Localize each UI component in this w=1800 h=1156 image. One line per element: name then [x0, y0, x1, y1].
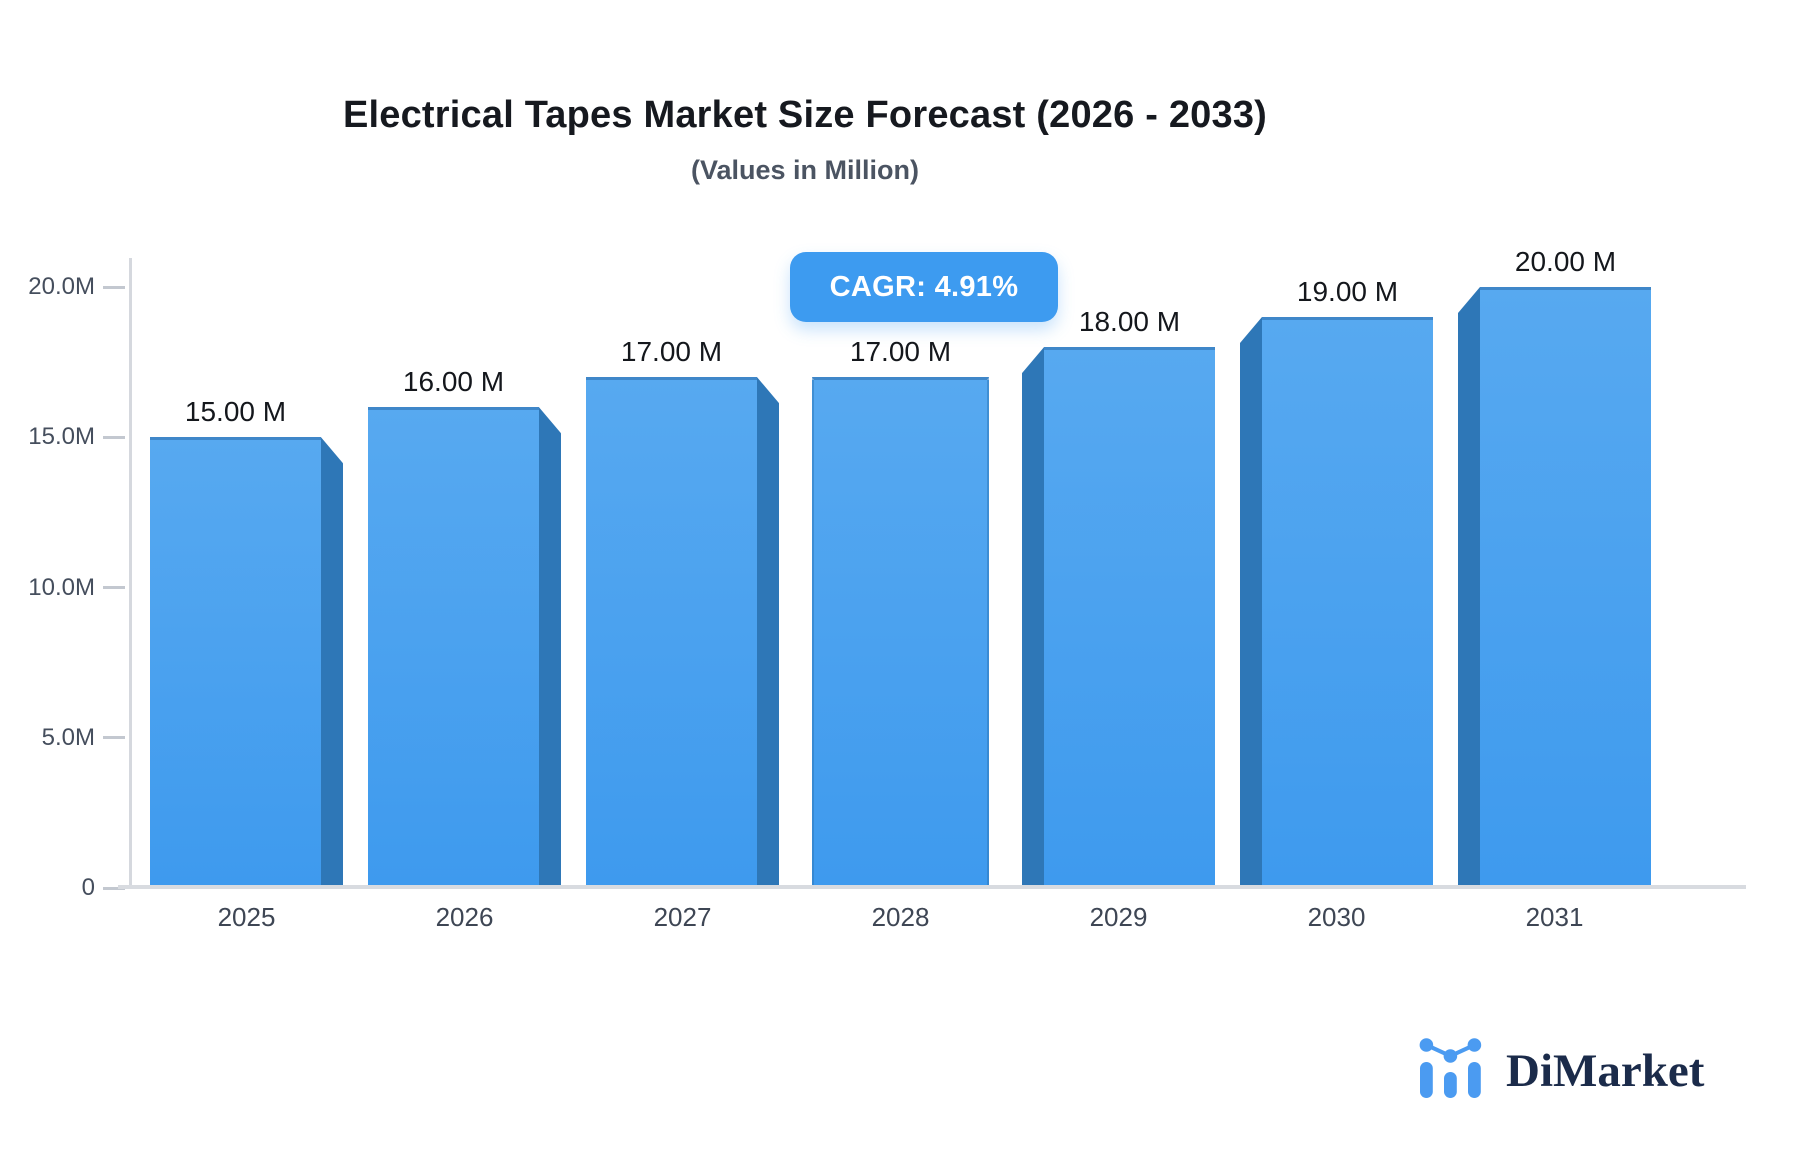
bar-3d-side [539, 407, 561, 888]
y-axis-tick [103, 285, 125, 289]
y-axis-tick [103, 435, 125, 439]
bar-2026[interactable] [368, 407, 539, 888]
x-axis-label: 2031 [1525, 902, 1584, 932]
bar-3d-side [1458, 287, 1480, 888]
bar-value-label: 19.00 M [1296, 276, 1399, 308]
x-axis-label: 2027 [653, 902, 712, 932]
bar-2030[interactable] [1262, 317, 1433, 888]
x-axis-label: 2030 [1307, 902, 1366, 932]
y-axis-tick [103, 886, 125, 890]
bar-2028[interactable] [812, 377, 989, 888]
y-axis-tick-label: 5.0M [41, 723, 95, 751]
bar-2029[interactable] [1044, 347, 1215, 888]
brand-name: DiMarket [1506, 1045, 1705, 1097]
y-axis-tick [103, 736, 125, 740]
x-axis-label: 2025 [217, 902, 276, 932]
x-axis-label: 2026 [435, 902, 494, 932]
bar-3d-side [1240, 317, 1262, 888]
bar-3d-side [757, 377, 779, 888]
x-axis-label: 2028 [871, 902, 930, 932]
y-axis-tick-label: 10.0M [28, 573, 95, 601]
chart-subtitle: (Values in Million) [690, 155, 920, 185]
cagr-badge: CAGR: 4.91% [790, 252, 1058, 322]
x-axis-label: 2029 [1089, 902, 1148, 932]
bar-value-label: 16.00 M [402, 366, 505, 398]
bar-3d-side [321, 437, 343, 888]
chart-header: Electrical Tapes Market Size Forecast (2… [0, 0, 1610, 185]
y-axis-tick [103, 586, 125, 589]
cagr-badge-label: CAGR: 4.91% [829, 270, 1019, 303]
y-axis-tick-label: 20.0M [28, 273, 95, 300]
bar-chart-logo-icon [1419, 1038, 1482, 1098]
bar-3d-side [1022, 347, 1044, 888]
chart-title: Electrical Tapes Market Size Forecast (2… [342, 94, 1268, 136]
y-axis-tick-label: 0 [81, 874, 95, 901]
bar-value-label: 18.00 M [1078, 306, 1181, 338]
brand-logo: DiMarket [1416, 1034, 1704, 1102]
bar-2031[interactable] [1480, 287, 1651, 888]
y-axis-line [129, 258, 132, 888]
bar-value-label: 20.00 M [1514, 246, 1617, 277]
bar-2027[interactable] [586, 377, 757, 888]
bar-value-label: 15.00 M [184, 396, 287, 428]
x-axis-line [118, 885, 1746, 889]
bar-2025[interactable] [150, 437, 321, 888]
bar-value-label: 17.00 M [849, 336, 952, 368]
bar-value-label: 17.00 M [620, 336, 723, 368]
y-axis-tick-label: 15.0M [28, 423, 95, 451]
